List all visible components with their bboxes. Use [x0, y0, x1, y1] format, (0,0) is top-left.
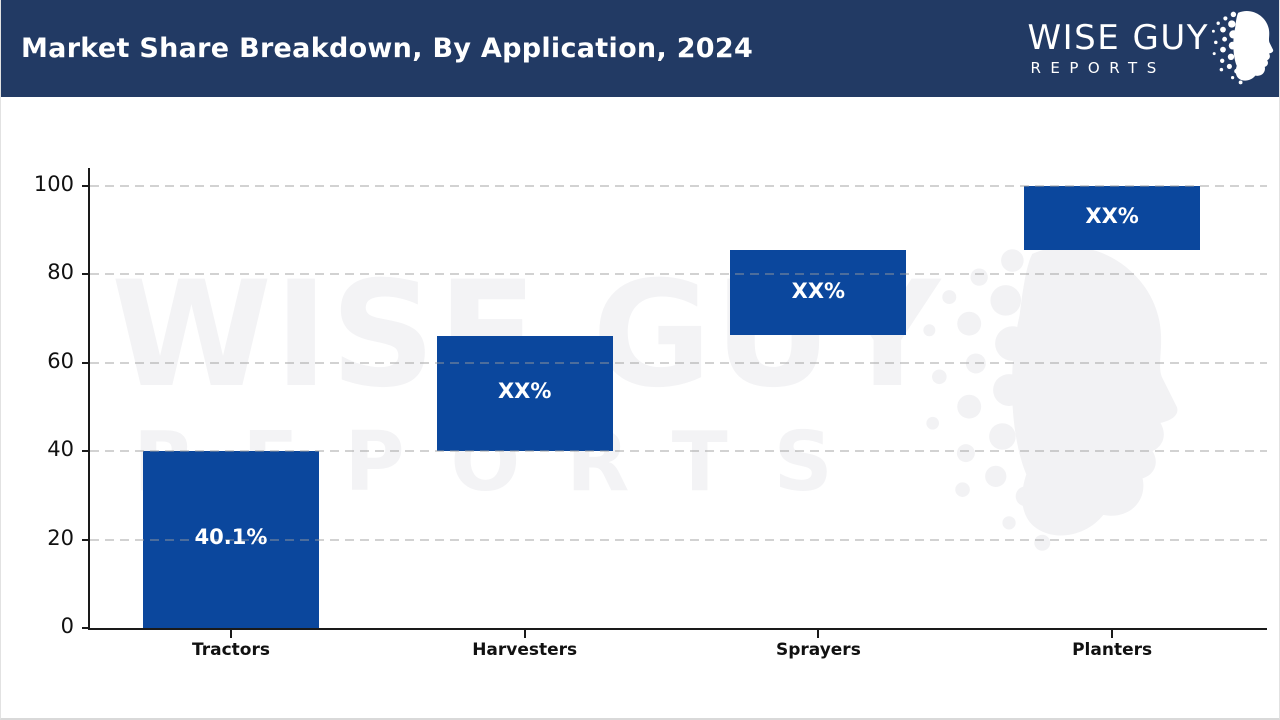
ytick-mark-100 — [82, 185, 90, 187]
bar-label-harvesters: XX% — [497, 379, 552, 404]
ytick-label-60: 60 — [47, 348, 74, 373]
gridline-100 — [90, 185, 1267, 187]
ytick-mark-40 — [82, 450, 90, 453]
xtick-label-tractors: Tractors — [192, 640, 270, 660]
gridline-80 — [90, 273, 1267, 276]
bar-label-tractors: 40.1% — [194, 525, 268, 550]
bar-label-planters: XX% — [1085, 204, 1139, 229]
ytick-mark-80 — [82, 273, 90, 276]
wiseguy-logo: WISE GUY REPORTS — [1027, 0, 1275, 97]
logo-wordmark: WISE GUY — [1027, 17, 1209, 58]
wiseguy-logo-text: WISE GUY REPORTS — [1027, 21, 1209, 77]
ytick-label-0: 0 — [60, 614, 74, 638]
gridline-60 — [90, 361, 1267, 364]
gridline-40 — [90, 450, 1267, 453]
logo-subtitle: REPORTS — [1030, 58, 1166, 77]
header-bar: Market Share Breakdown, By Application, … — [1, 0, 1279, 97]
x-axis-line — [88, 628, 1267, 630]
page-title: Market Share Breakdown, By Application, … — [21, 33, 754, 64]
bar-planters — [1024, 186, 1201, 251]
bar-sprayers — [730, 250, 907, 336]
ytick-mark-60 — [82, 361, 90, 364]
bar-label-sprayers: XX% — [791, 278, 846, 303]
ytick-label-40: 40 — [47, 437, 74, 462]
ytick-label-100: 100 — [33, 172, 74, 196]
xtick-mark-planters — [1111, 630, 1114, 638]
wiseguy-head-icon — [1195, 5, 1275, 91]
bar-harvesters — [436, 335, 613, 451]
ytick-label-80: 80 — [47, 260, 74, 285]
ytick-mark-20 — [82, 538, 90, 541]
xtick-label-harvesters: Harvesters — [472, 640, 578, 660]
xtick-mark-harvesters — [523, 630, 526, 638]
xtick-label-planters: Planters — [1072, 640, 1153, 660]
y-axis-line — [88, 168, 90, 630]
xtick-label-sprayers: Sprayers — [775, 640, 861, 660]
xtick-mark-tractors — [230, 630, 232, 638]
gridline-20 — [90, 538, 1267, 541]
bar-tractors — [143, 450, 319, 628]
xtick-mark-sprayers — [817, 630, 820, 638]
ytick-mark-0 — [82, 627, 90, 629]
ytick-label-20: 20 — [47, 525, 74, 550]
